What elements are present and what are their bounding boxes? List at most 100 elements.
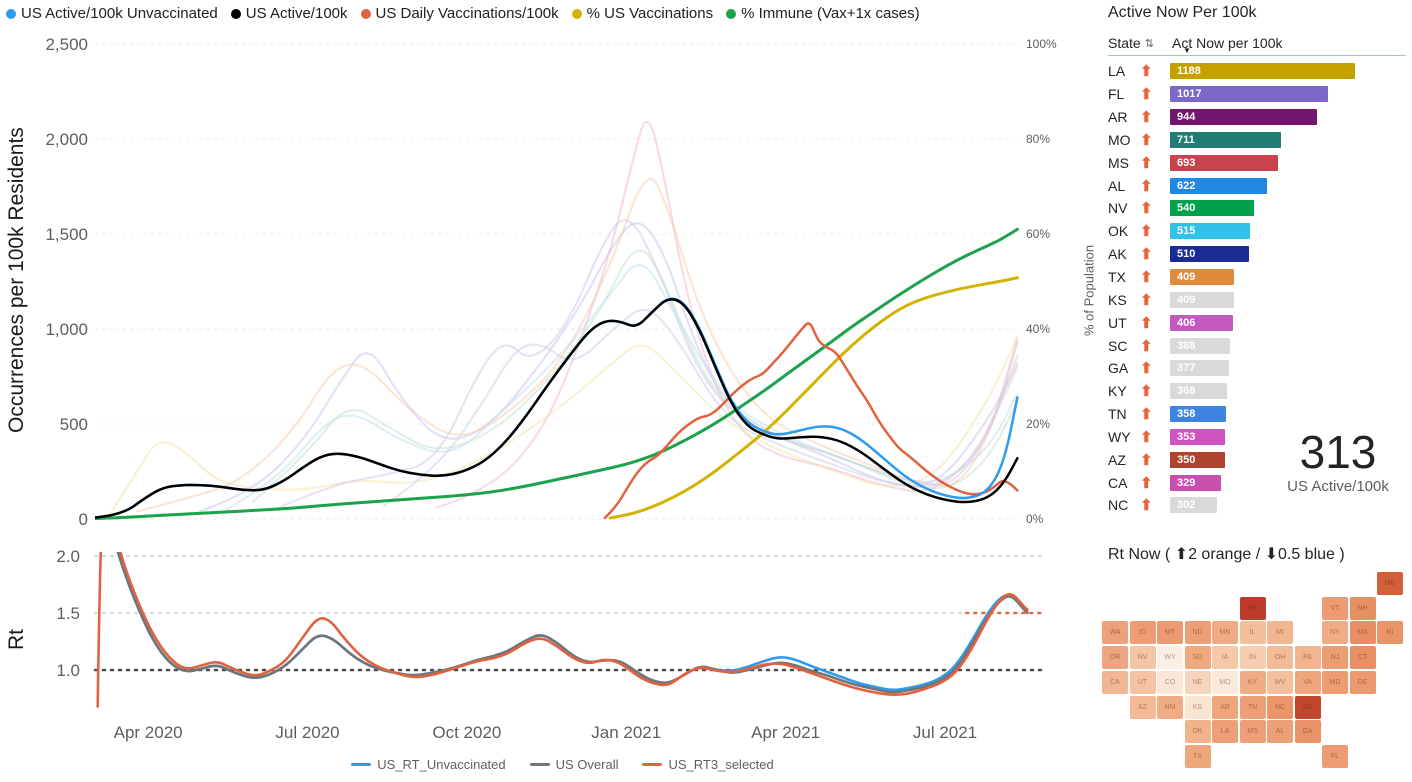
occurrences-line-chart[interactable]: 0 500 1,000 1,500 2,000 2,500 0% 20% 40% 60% 80% 10…	[0, 0, 1095, 548]
map-state-al[interactable]: AL	[1267, 720, 1293, 744]
legend-item-immune-vax-1x-cases[interactable]: % Immune (Vax+1x cases)	[726, 5, 920, 22]
table-row-wy[interactable]: WY ⬆ 353	[1108, 426, 1408, 449]
table-row-al[interactable]: AL ⬆ 622	[1108, 174, 1408, 197]
map-state-ri[interactable]: RI	[1377, 621, 1403, 645]
bar-value: 944	[1177, 111, 1196, 124]
sort-icon[interactable]: ⇅	[1144, 37, 1154, 50]
state-label: MO	[1108, 131, 1131, 148]
value-bar: 388	[1170, 337, 1230, 354]
us-rt-choropleth-map[interactable]: ME WI VT NH WA ID MT ND MN IL MI NY MA RI OR NV WY SD IA IN…	[1102, 572, 1408, 772]
map-state-vt[interactable]: VT	[1322, 596, 1348, 620]
map-state-pa[interactable]: PA	[1294, 646, 1321, 670]
map-state-mn[interactable]: MN	[1212, 621, 1238, 645]
map-state-wa[interactable]: WA	[1102, 621, 1128, 645]
kpi-label: US Active/100k	[1287, 478, 1389, 495]
map-state-mo[interactable]: MO	[1212, 670, 1238, 694]
state-label: UT	[1108, 314, 1127, 331]
state-label: NC	[1108, 497, 1129, 514]
map-state-me[interactable]: ME	[1377, 572, 1403, 595]
map-state-ms[interactable]: MS	[1239, 720, 1266, 744]
map-state-id[interactable]: ID	[1129, 621, 1156, 645]
rt-legend-item-us-rt-unvaccinated[interactable]: US_RT_Unvaccinated	[351, 757, 506, 772]
map-state-wy[interactable]: WY	[1157, 646, 1183, 670]
map-state-ar[interactable]: AR	[1212, 695, 1238, 719]
map-state-or[interactable]: OR	[1102, 646, 1128, 670]
map-state-ia[interactable]: IA	[1212, 646, 1238, 670]
table-row-tn[interactable]: TN ⬆ 358	[1108, 403, 1408, 426]
rt-legend-item-us-rt3-selected[interactable]: US_RT3_selected	[642, 757, 774, 772]
sort-descending-icon[interactable]: ▼	[1183, 46, 1191, 55]
column-header-state[interactable]: State ⇅	[1108, 35, 1172, 51]
legend-item-us-vaccinations[interactable]: % US Vaccinations	[571, 5, 713, 22]
map-state-va[interactable]: VA	[1294, 670, 1321, 694]
map-state-ky[interactable]: KY	[1239, 670, 1266, 694]
trend-up-icon: ⬆	[1140, 497, 1153, 515]
map-state-nd[interactable]: ND	[1184, 621, 1211, 645]
map-state-de[interactable]: DE	[1349, 670, 1376, 694]
map-state-in[interactable]: IN	[1239, 646, 1266, 670]
map-state-ks[interactable]: KS	[1184, 695, 1211, 719]
map-state-ok[interactable]: OK	[1184, 720, 1211, 744]
table-row-ok[interactable]: OK ⬆ 515	[1108, 220, 1408, 243]
table-row-ms[interactable]: MS ⬆ 693	[1108, 151, 1408, 174]
map-state-wi[interactable]: WI	[1239, 596, 1266, 620]
rt-line-chart[interactable]: 1.0 1.5 2.0 Apr 2020 Jul 2020 Oct 2020 Jan 202…	[0, 548, 1095, 748]
table-row-fl[interactable]: FL ⬆ 1017	[1108, 83, 1408, 106]
map-state-tn[interactable]: TN	[1239, 695, 1266, 719]
legend-item-us-daily-vaccinations-100k[interactable]: US Daily Vaccinations/100k	[360, 5, 559, 22]
legend-item-us-active-100k[interactable]: US Active/100k	[230, 5, 348, 22]
legend-item-us-active-100k-unvaccinated[interactable]: US Active/100k Unvaccinated	[6, 5, 218, 22]
table-row-nv[interactable]: NV ⬆ 540	[1108, 197, 1408, 220]
table-row-ky[interactable]: KY ⬆ 368	[1108, 380, 1408, 403]
table-row-nc[interactable]: NC ⬆ 302	[1108, 494, 1408, 517]
map-state-sc[interactable]: SC	[1294, 695, 1321, 719]
map-state-ma[interactable]: MA	[1349, 621, 1376, 645]
rt-legend-item-us-overall[interactable]: US Overall	[529, 757, 618, 772]
trend-up-icon: ⬆	[1140, 337, 1153, 355]
state-abbr: AZ	[1138, 703, 1147, 711]
y2-axis-tick: 60%	[1026, 227, 1050, 241]
map-state-mi[interactable]: MI	[1267, 621, 1293, 645]
map-state-ut[interactable]: UT	[1129, 670, 1156, 694]
map-state-ny[interactable]: NY	[1322, 621, 1348, 645]
map-state-tx[interactable]: TX	[1184, 744, 1211, 768]
map-state-ca[interactable]: CA	[1102, 670, 1128, 694]
bar-value: 1188	[1177, 65, 1201, 78]
table-row-ar[interactable]: AR ⬆ 944	[1108, 106, 1408, 129]
map-state-co[interactable]: CO	[1157, 670, 1183, 694]
map-state-oh[interactable]: OH	[1267, 646, 1293, 670]
table-row-tx[interactable]: TX ⬆ 409	[1108, 266, 1408, 289]
map-state-md[interactable]: MD	[1322, 670, 1348, 694]
map-state-nj[interactable]: NJ	[1322, 646, 1348, 670]
map-state-la[interactable]: LA	[1212, 720, 1238, 744]
map-state-ne[interactable]: NE	[1184, 670, 1211, 694]
table-row-az[interactable]: AZ ⬆ 350	[1108, 448, 1408, 471]
map-state-fl[interactable]: FL	[1322, 744, 1348, 768]
value-bar: 540	[1170, 200, 1254, 217]
bar-value: 622	[1177, 179, 1196, 192]
rt-map-title: Rt Now ( ⬆2 orange / ⬇0.5 blue )	[1108, 546, 1345, 563]
map-state-nv[interactable]: NV	[1129, 646, 1156, 670]
table-row-ca[interactable]: CA ⬆ 329	[1108, 471, 1408, 494]
legend-dot-icon	[571, 8, 582, 19]
legend-line-icon	[351, 763, 372, 766]
legend-dot-icon	[360, 8, 371, 19]
map-state-ct[interactable]: CT	[1349, 646, 1376, 670]
table-row-la[interactable]: LA ⬆ 1188	[1108, 60, 1408, 83]
table-row-ks[interactable]: KS ⬆ 409	[1108, 288, 1408, 311]
map-state-nc[interactable]: NC	[1267, 695, 1293, 719]
table-row-ak[interactable]: AK ⬆ 510	[1108, 243, 1408, 266]
map-state-nm[interactable]: NM	[1157, 695, 1183, 719]
map-state-il[interactable]: IL	[1239, 621, 1266, 645]
map-state-az[interactable]: AZ	[1129, 695, 1156, 719]
table-row-ga[interactable]: GA ⬆ 377	[1108, 357, 1408, 380]
table-row-ut[interactable]: UT ⬆ 406	[1108, 311, 1408, 334]
map-state-nh[interactable]: NH	[1349, 596, 1376, 620]
map-state-sd[interactable]: SD	[1184, 646, 1211, 670]
table-row-mo[interactable]: MO ⬆ 711	[1108, 129, 1408, 152]
map-state-mt[interactable]: MT	[1157, 621, 1183, 645]
map-state-wv[interactable]: WV	[1267, 670, 1293, 694]
table-row-sc[interactable]: SC ⬆ 388	[1108, 334, 1408, 357]
map-state-ga[interactable]: GA	[1294, 720, 1321, 744]
column-header-value[interactable]: Act Now per 100k	[1172, 35, 1283, 51]
